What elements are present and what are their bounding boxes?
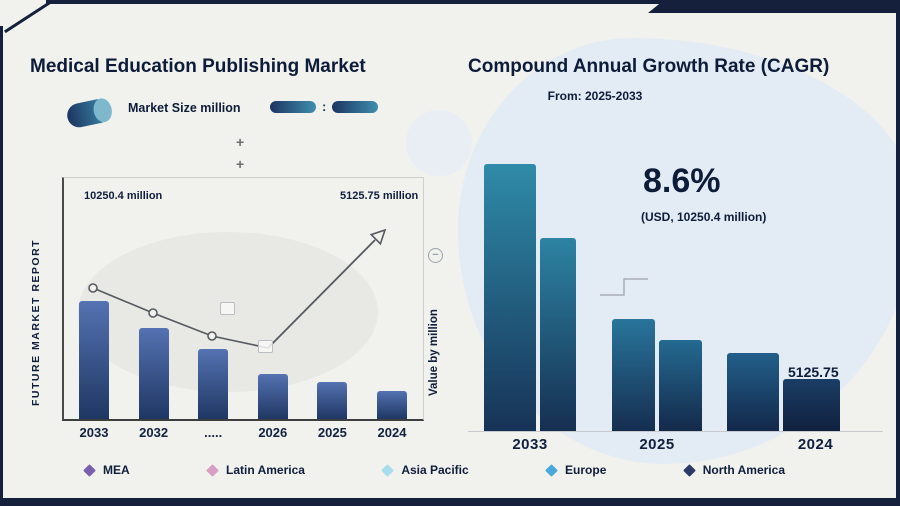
cagr-bar-group: 2033 (484, 164, 576, 453)
frame-right-edge (896, 0, 900, 506)
left-bar-column (310, 178, 354, 419)
cagr-bar-group: 2024 (727, 353, 840, 453)
legend-item: North America (682, 463, 785, 477)
cagr-subtitle: From: 2025-2033 (547, 89, 643, 103)
left-bar-column (72, 178, 116, 419)
legend-diamond-icon (682, 463, 696, 477)
legend-item: MEA (83, 463, 130, 477)
cagr-value-note: (USD, 10250.4 million) (641, 210, 767, 224)
left-x-axis: 2033 2032..... 2026 2025 2024 (64, 425, 422, 440)
left-side-label: FUTURE MARKET REPORT (30, 238, 42, 406)
marker-box-icon (220, 302, 235, 315)
cagr-bar-group: 2025 (612, 319, 702, 453)
left-x-label: ..... (204, 425, 223, 440)
market-size-bar (198, 349, 229, 419)
market-size-bar (257, 374, 288, 419)
legend-diamond-icon (206, 463, 219, 477)
left-x-label: 2032 (139, 425, 169, 440)
cagr-value: 8.6% (643, 162, 721, 200)
marker-box-icon (258, 340, 273, 353)
market-size-bar (79, 301, 109, 419)
cagr-bar-upper (727, 353, 779, 431)
annotation-end-value: 5125.75 million (340, 190, 419, 202)
annotation-start-value: 10250.4 million (84, 190, 163, 202)
left-x-label: 2026 (258, 425, 288, 440)
legend-item: Asia Pacific (381, 463, 469, 477)
cagr-bar-lower (783, 379, 840, 431)
right-side-label: Value by million (428, 309, 440, 397)
cagr-x-label: 2025 (639, 436, 675, 453)
legend-diamond-icon (381, 463, 395, 477)
frame-corner-diagonal (4, 0, 56, 34)
left-bar-column (132, 178, 176, 419)
frame-left-edge (0, 26, 3, 506)
left-bar-column (370, 178, 414, 419)
legend-label: Europe (565, 463, 607, 477)
cagr-bar-upper (612, 319, 655, 431)
cagr-bar-lower (540, 238, 576, 431)
left-x-label: 2025 (317, 425, 347, 440)
legend-item: Europe (545, 463, 607, 477)
cagr-x-label: 2024 (797, 436, 834, 453)
gradient-pill-icon (270, 101, 316, 113)
frame-top-edge (46, 0, 900, 4)
legend-label: North America (702, 463, 785, 477)
page-title: Medical Education Publishing Market (30, 56, 366, 77)
legend-diamond-icon (545, 463, 558, 477)
frame-top-right-accent (648, 0, 900, 13)
minus-circle-icon: − (428, 248, 443, 263)
plus-icon: + (236, 134, 245, 150)
frame-bottom-edge (0, 498, 900, 506)
right-x-axis-line (468, 431, 883, 432)
left-bar-column (191, 178, 235, 419)
pill-separator: : (322, 99, 327, 114)
legend-diamond-icon (83, 463, 96, 477)
left-x-label: 2033 (79, 425, 109, 440)
cagr-x-label: 2033 (512, 436, 548, 453)
background-circle-mid (406, 110, 472, 176)
gradient-pill-icon (332, 101, 379, 113)
legend-label: Asia Pacific (401, 463, 469, 477)
market-size-chart-panel (62, 177, 424, 421)
plus-icon: + (236, 156, 245, 172)
left-x-label: 2024 (377, 425, 407, 440)
legend-label: Latin America (226, 463, 305, 477)
scale-pills: : (270, 99, 379, 114)
cagr-bar-lower (659, 340, 702, 431)
market-size-cylinder-icon (62, 92, 118, 139)
left-bar-column (251, 178, 295, 419)
market-size-bars (64, 178, 422, 419)
market-size-bar (317, 382, 348, 419)
market-size-bar (138, 328, 169, 419)
cagr-title: Compound Annual Growth Rate (CAGR) (468, 56, 830, 77)
step-decoration-icon (600, 274, 652, 303)
cagr-end-value-label: 5125.75 (788, 364, 839, 380)
market-size-label: Market Size million (128, 101, 241, 115)
cagr-bar-upper (484, 164, 536, 431)
region-legend: MEA Latin America Asia Pacific Europe North … (83, 463, 785, 477)
legend-item: Latin America (206, 463, 305, 477)
market-size-bar (376, 391, 407, 419)
legend-label: MEA (103, 463, 130, 477)
